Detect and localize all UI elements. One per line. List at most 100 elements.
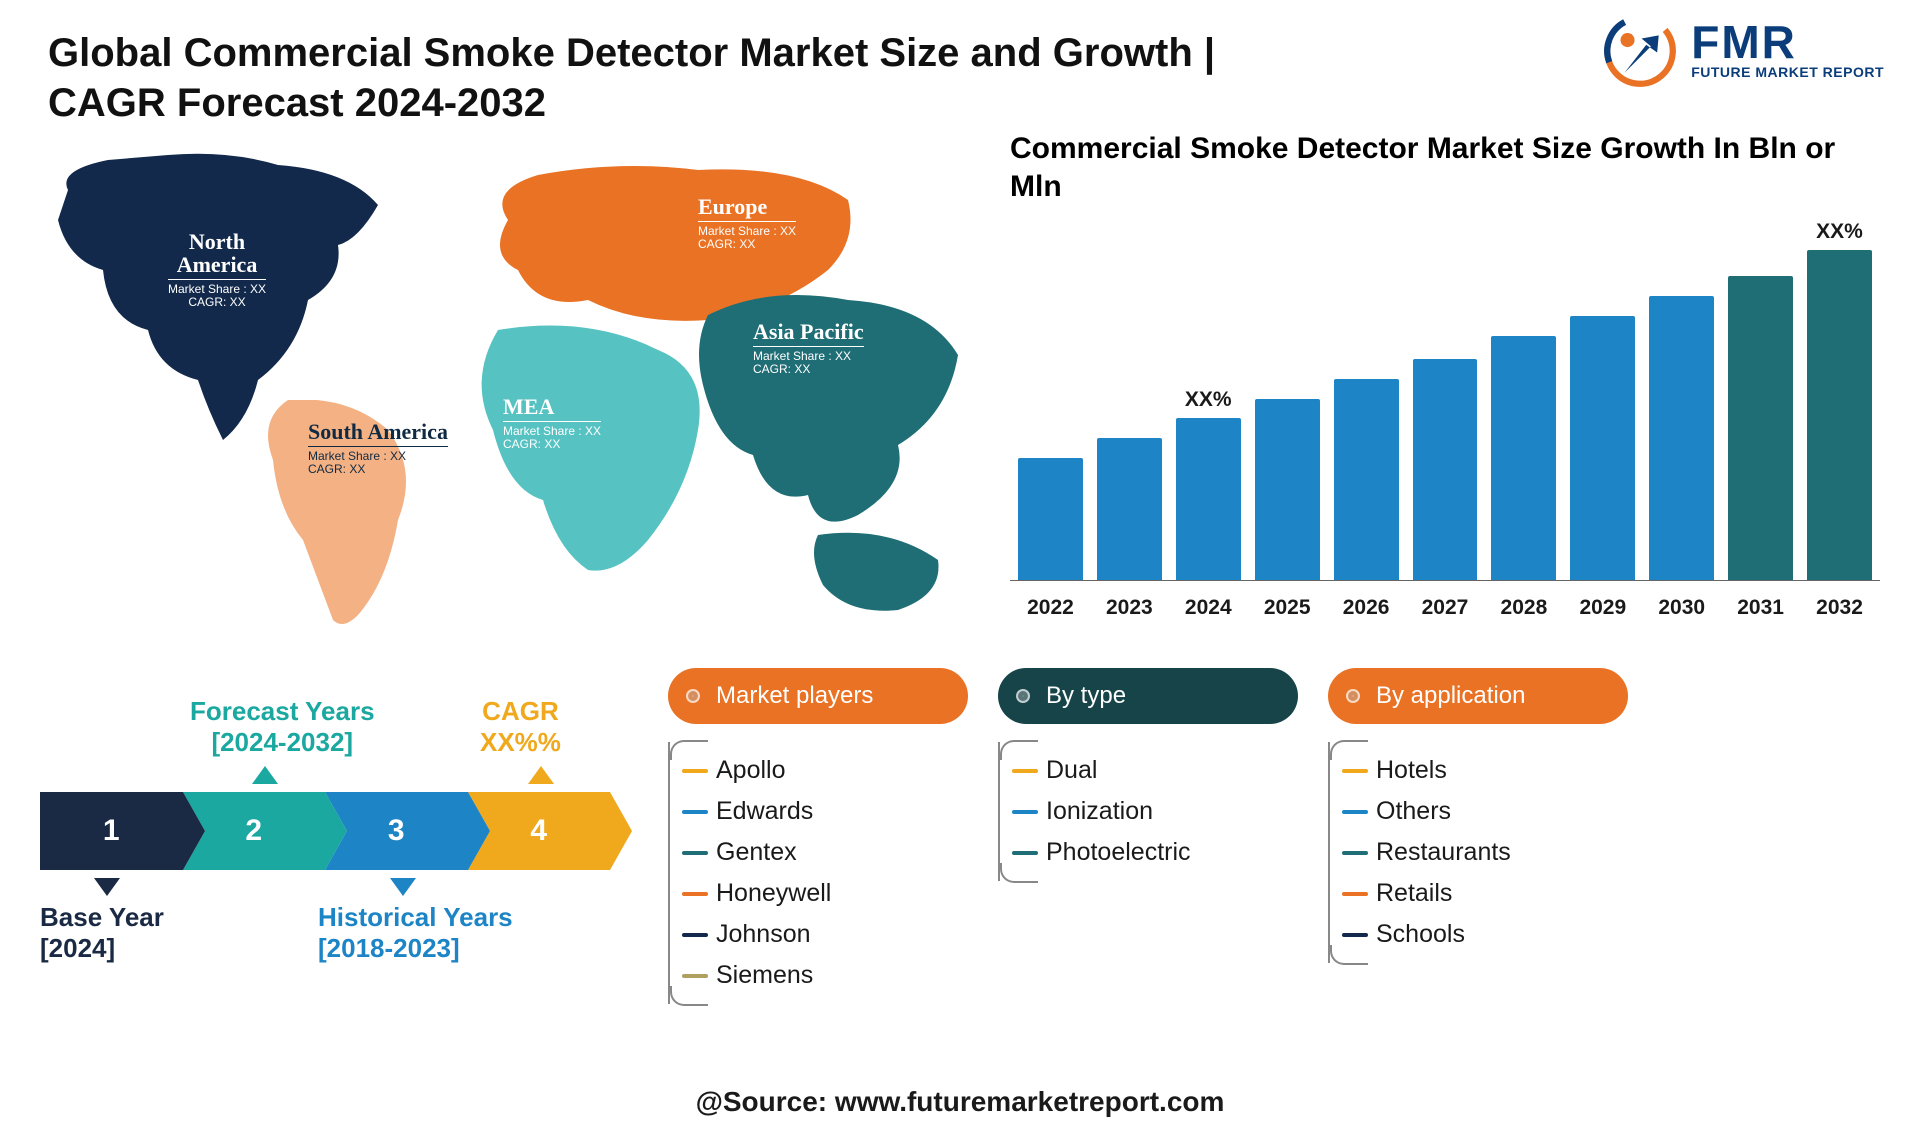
- tick-icon: [1342, 892, 1368, 896]
- x-tick: 2031: [1728, 596, 1793, 620]
- list-item-label: Schools: [1376, 920, 1465, 949]
- source-attribution: @Source: www.futuremarketreport.com: [0, 1086, 1920, 1118]
- list-item-label: Hotels: [1376, 756, 1447, 785]
- region-na-cagr: CAGR: XX: [168, 296, 266, 309]
- forecast-years-label: Forecast Years [2024-2032]: [190, 696, 375, 758]
- category-title: By application: [1376, 682, 1525, 710]
- category-title: Market players: [716, 682, 873, 710]
- category-bracket: Dual Ionization Photoelectric: [998, 742, 1298, 881]
- region-na-share: Market Share : XX: [168, 283, 266, 296]
- list-item: Photoelectric: [1000, 832, 1298, 873]
- tick-icon: [1342, 769, 1368, 773]
- category-bracket: Apollo Edwards Gentex Honeywell Johnson Sieme…: [668, 742, 968, 1004]
- chart-title: Commercial Smoke Detector Market Size Gr…: [1010, 130, 1880, 205]
- list-item-label: Others: [1376, 797, 1451, 826]
- tick-icon: [1342, 810, 1368, 814]
- logo-text-sub: FUTURE MARKET REPORT: [1691, 64, 1884, 80]
- region-mea-share: Market Share : XX: [503, 425, 601, 438]
- list-item-label: Apollo: [716, 756, 786, 785]
- x-tick: 2028: [1491, 596, 1556, 620]
- x-tick: 2024: [1176, 596, 1241, 620]
- bar-2027: [1413, 359, 1478, 580]
- forecast-arrow-icon: [252, 766, 278, 784]
- fmr-logo-mark: [1601, 12, 1679, 90]
- category-pill: Market players: [668, 668, 968, 724]
- category-pill: By type: [998, 668, 1298, 724]
- bar-2026: [1334, 379, 1399, 580]
- list-item: Gentex: [670, 832, 968, 873]
- list-item: Honeywell: [670, 873, 968, 914]
- bar-2032: XX%: [1807, 250, 1872, 580]
- category-bracket: Hotels Others Restaurants Retails Schools: [1328, 742, 1628, 963]
- category-pill: By application: [1328, 668, 1628, 724]
- bar-2028: [1491, 336, 1556, 580]
- x-tick: 2027: [1413, 596, 1478, 620]
- tick-icon: [1012, 851, 1038, 855]
- region-sa-share: Market Share : XX: [308, 450, 448, 463]
- tick-icon: [682, 851, 708, 855]
- base-arrow-icon: [94, 878, 120, 896]
- page-title: Global Commercial Smoke Detector Market …: [48, 28, 1288, 128]
- growth-bar-chart: Commercial Smoke Detector Market Size Gr…: [1010, 130, 1880, 620]
- category-market-players: Market players Apollo Edwards Gentex Honeywe…: [668, 668, 968, 1004]
- hist-arrow-icon: [390, 878, 416, 896]
- tick-icon: [1342, 851, 1368, 855]
- bar-2025: [1255, 399, 1320, 581]
- x-tick: 2030: [1649, 596, 1714, 620]
- list-item: Apollo: [670, 750, 968, 791]
- tick-icon: [1012, 810, 1038, 814]
- list-item: Edwards: [670, 791, 968, 832]
- list-item: Johnson: [670, 914, 968, 955]
- list-item-label: Gentex: [716, 838, 797, 867]
- cagr-label: CAGR XX%%: [480, 696, 561, 758]
- timeline: Forecast Years [2024-2032] CAGR XX%% 123…: [40, 700, 610, 870]
- list-item-label: Photoelectric: [1046, 838, 1191, 867]
- pill-dot-icon: [1346, 689, 1360, 703]
- base-year-label: Base Year [2024]: [40, 902, 164, 964]
- list-item-label: Honeywell: [716, 879, 831, 908]
- category-title: By type: [1046, 682, 1126, 710]
- category-by-type: By type Dual Ionization Photoelectric: [998, 668, 1298, 881]
- list-item-label: Edwards: [716, 797, 813, 826]
- bar-2029: [1570, 316, 1635, 580]
- x-tick: 2032: [1807, 596, 1872, 620]
- category-by-application: By application Hotels Others Restaurants Ret…: [1328, 668, 1628, 963]
- tick-icon: [682, 892, 708, 896]
- list-item-label: Siemens: [716, 961, 813, 990]
- list-item: Dual: [1000, 750, 1298, 791]
- list-item: Hotels: [1330, 750, 1628, 791]
- x-tick: 2026: [1334, 596, 1399, 620]
- x-tick: 2022: [1018, 596, 1083, 620]
- world-map: NorthAmerica Market Share : XX CAGR: XX …: [48, 150, 958, 610]
- bar-2023: [1097, 438, 1162, 580]
- region-na-name: NorthAmerica: [168, 230, 266, 276]
- list-item-label: Johnson: [716, 920, 811, 949]
- logo-text-big: FMR: [1691, 22, 1884, 63]
- historical-years-label: Historical Years [2018-2023]: [318, 902, 513, 964]
- bar-2031: [1728, 276, 1793, 580]
- bar-2024: XX%: [1176, 418, 1241, 580]
- cagr-arrow-icon: [528, 766, 554, 784]
- tick-icon: [682, 974, 708, 978]
- list-item: Others: [1330, 791, 1628, 832]
- region-eu-share: Market Share : XX: [698, 225, 796, 238]
- region-ap-cagr: CAGR: XX: [753, 363, 864, 376]
- region-mea-name: MEA: [503, 395, 601, 418]
- pill-dot-icon: [686, 689, 700, 703]
- bar-2022: [1018, 458, 1083, 580]
- bar-annotation: XX%: [1185, 388, 1232, 412]
- list-item: Restaurants: [1330, 832, 1628, 873]
- x-tick: 2023: [1097, 596, 1162, 620]
- list-item-label: Restaurants: [1376, 838, 1511, 867]
- region-ap-share: Market Share : XX: [753, 350, 864, 363]
- tick-icon: [1342, 933, 1368, 937]
- x-tick: 2029: [1570, 596, 1635, 620]
- list-item: Schools: [1330, 914, 1628, 955]
- fmr-logo: FMR FUTURE MARKET REPORT: [1601, 12, 1884, 90]
- region-ap-name: Asia Pacific: [753, 320, 864, 343]
- list-item-label: Ionization: [1046, 797, 1153, 826]
- list-item-label: Dual: [1046, 756, 1097, 785]
- region-eu-cagr: CAGR: XX: [698, 238, 796, 251]
- bar-annotation: XX%: [1816, 220, 1863, 244]
- list-item-label: Retails: [1376, 879, 1452, 908]
